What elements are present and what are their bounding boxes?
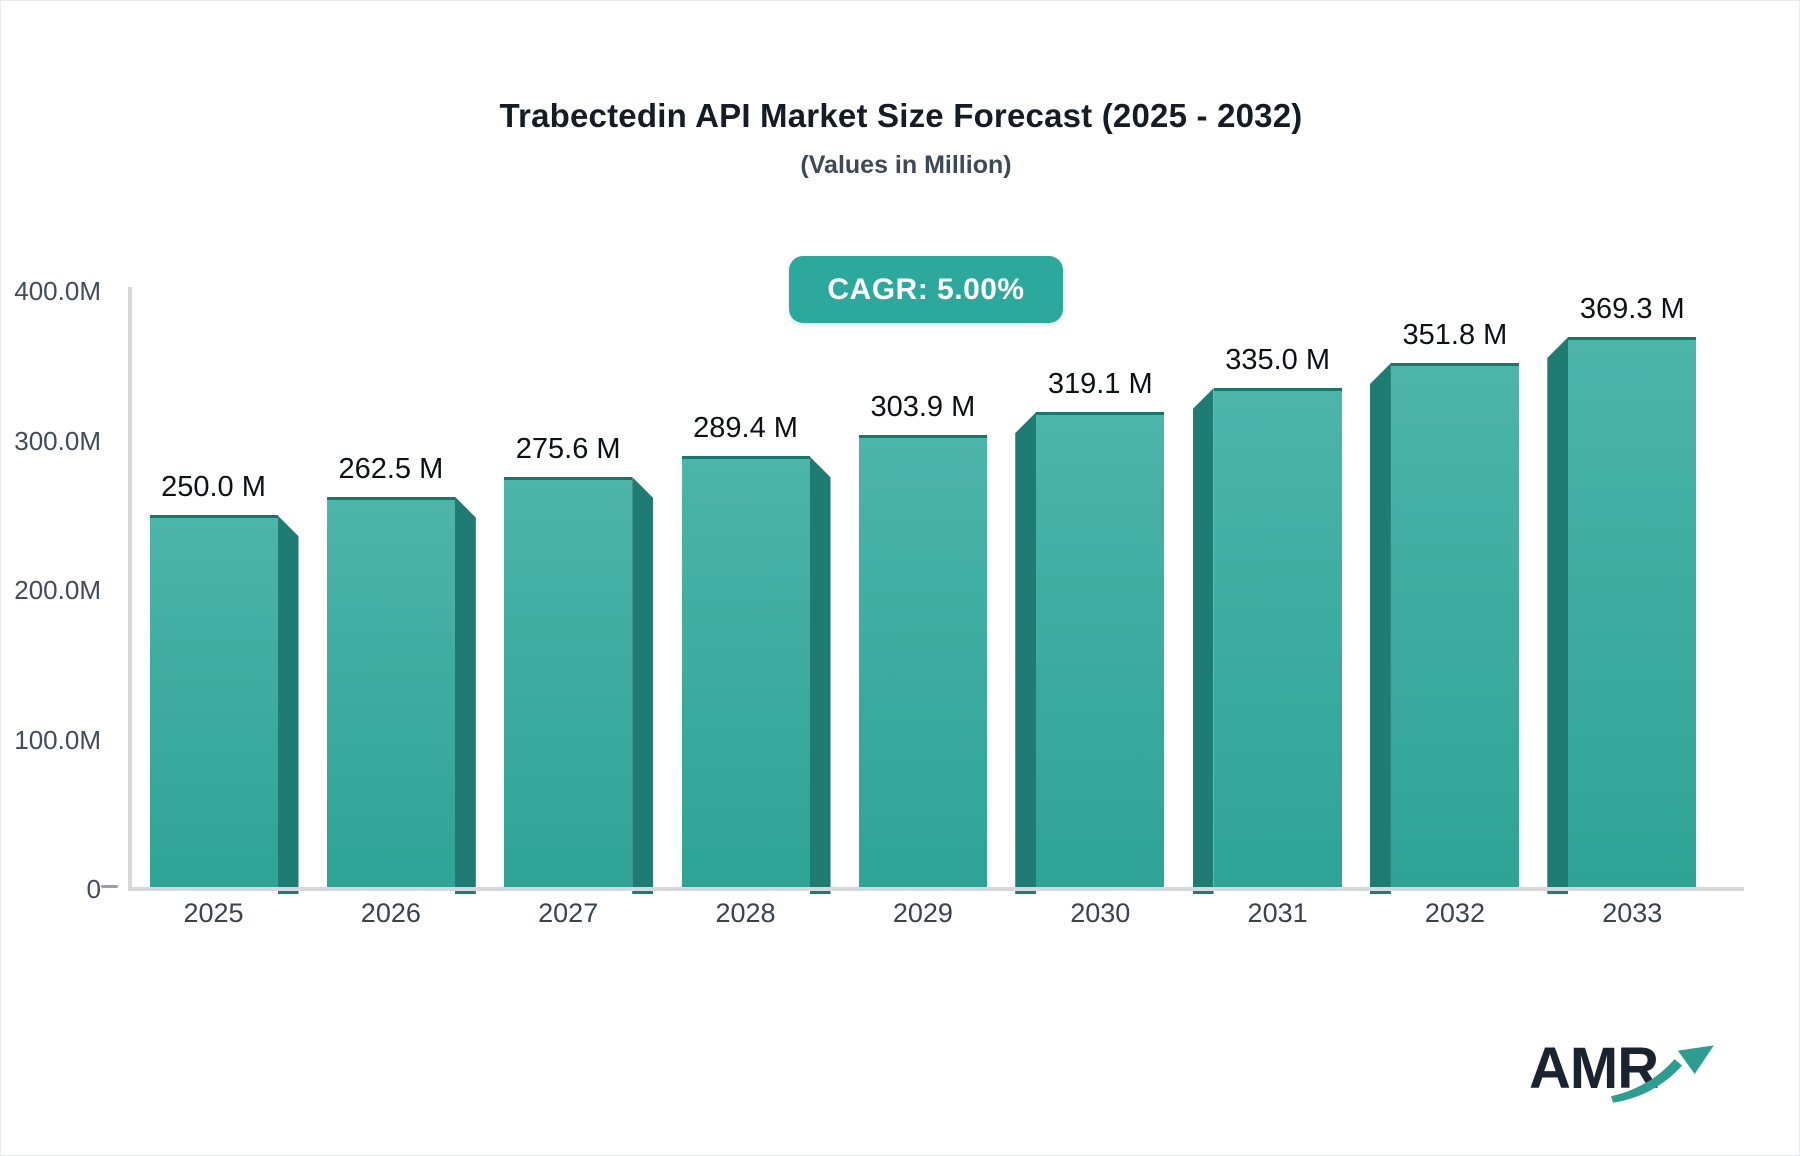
bar-2026 xyxy=(326,496,455,891)
bar-value-label-2032: 351.8 M xyxy=(1402,319,1508,352)
x-axis-line xyxy=(128,887,1744,891)
zero-tick-mark xyxy=(101,885,118,888)
bar-side-2032 xyxy=(1369,363,1391,894)
bar-side-2028 xyxy=(809,456,831,894)
trend-up-arrow-icon xyxy=(1611,1045,1714,1103)
y-axis-label-400: 400.0M xyxy=(14,276,101,306)
bar-side-2030 xyxy=(1015,411,1037,894)
bar-value-label-2031: 335.0 M xyxy=(1225,344,1330,377)
x-axis-label-2025: 2025 xyxy=(183,898,244,928)
bar-side-2031 xyxy=(1192,388,1214,894)
bar-2027 xyxy=(504,476,633,891)
bar-value-label-2027: 275.6 M xyxy=(515,432,621,465)
y-axis-label-0: 0 xyxy=(86,874,101,904)
x-axis-label-2033: 2033 xyxy=(1602,898,1663,928)
bar-2030 xyxy=(1036,411,1165,891)
bar-2025 xyxy=(149,515,278,891)
x-axis-label-2030: 2030 xyxy=(1070,898,1131,928)
bar-side-2027 xyxy=(632,476,654,894)
x-axis-label-2027: 2027 xyxy=(538,898,599,928)
bar-value-label-2029: 303.9 M xyxy=(870,390,976,423)
cagr-badge: CAGR: 5.00% xyxy=(789,256,1063,323)
bar-value-label-2033: 369.3 M xyxy=(1579,292,1685,325)
bar-value-label-2028: 289.4 M xyxy=(693,412,798,445)
bar-2033 xyxy=(1568,336,1697,891)
x-axis-label-2032: 2032 xyxy=(1424,898,1485,928)
y-axis-line xyxy=(128,287,132,891)
bar-side-2026 xyxy=(454,496,476,894)
chart-subtitle: (Values in Million) xyxy=(800,151,1012,179)
bar-2029 xyxy=(858,434,987,891)
bar-side-2025 xyxy=(277,515,299,894)
bar-side-2033 xyxy=(1547,336,1569,894)
x-axis-label-2026: 2026 xyxy=(360,898,421,928)
x-axis-label-2031: 2031 xyxy=(1247,898,1308,928)
bar-value-label-2025: 250.0 M xyxy=(161,471,266,504)
bar-value-label-2026: 262.5 M xyxy=(338,452,444,485)
bar-2028 xyxy=(681,456,810,891)
chart-title: Trabectedin API Market Size Forecast (20… xyxy=(499,97,1303,134)
y-axis-label-200: 200.0M xyxy=(14,575,101,605)
bar-value-label-2030: 319.1 M xyxy=(1047,367,1153,400)
bar-2031 xyxy=(1213,388,1342,891)
x-axis-label-2028: 2028 xyxy=(715,898,776,928)
y-axis-label-100: 100.0M xyxy=(14,724,101,755)
x-axis-label-2029: 2029 xyxy=(892,898,953,928)
y-axis-label-300: 300.0M xyxy=(14,425,101,456)
amr-logo: AMR xyxy=(1529,1035,1729,1125)
bar-2032 xyxy=(1390,363,1519,891)
